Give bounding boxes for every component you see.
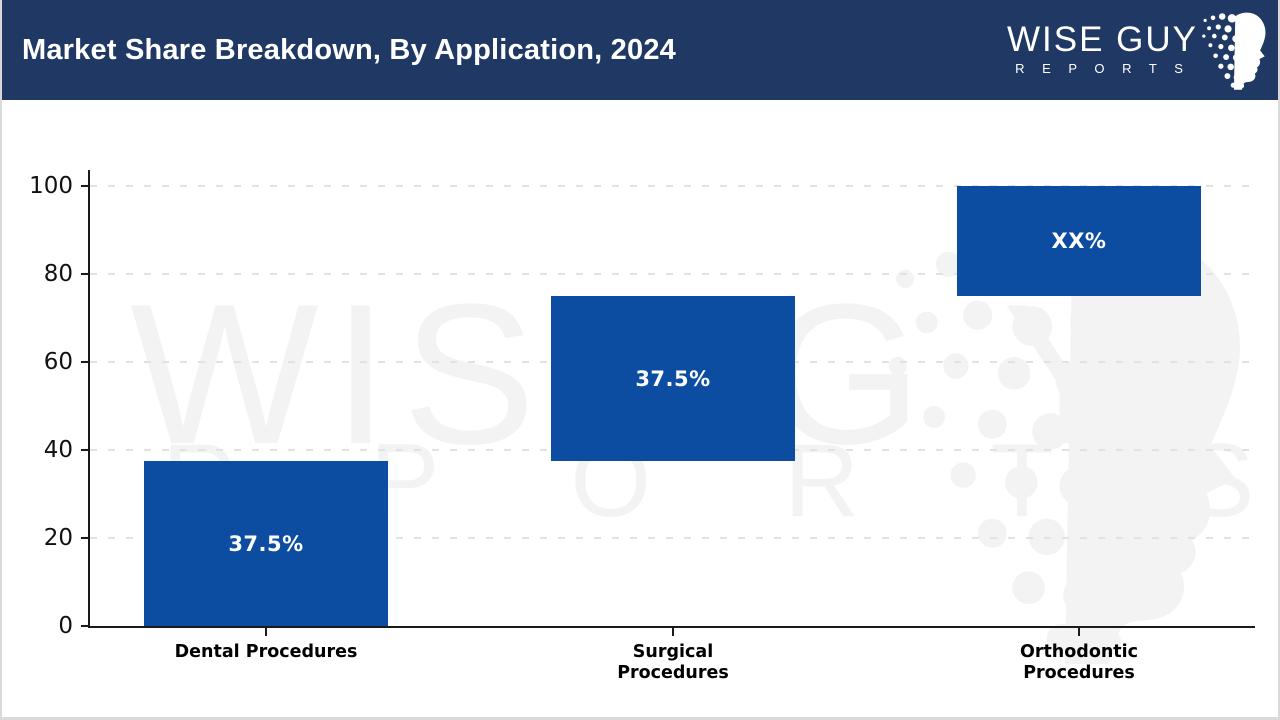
page-title: Market Share Breakdown, By Application, …	[22, 33, 676, 66]
y-tick-60	[81, 361, 90, 363]
x-tick-1	[265, 628, 267, 636]
brand-logo: WISE GUY R E P O R T S	[1007, 11, 1268, 90]
y-tick-80	[81, 273, 90, 275]
category-label-line: Dental Procedures	[174, 642, 358, 662]
y-tick-label-80: 80	[43, 261, 73, 287]
bar-2: 37.5%	[551, 296, 795, 461]
brand-wordmark: WISE GUY	[1006, 20, 1198, 59]
category-label-2: Surgical Procedures	[513, 642, 833, 684]
bar-1: 37.5%	[144, 461, 388, 626]
x-tick-3	[1078, 628, 1080, 636]
category-label-line: Procedures	[1023, 663, 1135, 683]
y-tick-0	[81, 625, 90, 627]
gridline-20	[90, 537, 1255, 539]
chart-canvas: WISE G Y R P O R T S 02040608010037.5%De…	[2, 100, 1278, 717]
y-tick-20	[81, 537, 90, 539]
category-label-line: Surgical	[632, 642, 714, 662]
brand-text: WISE GUY R E P O R T S	[1007, 22, 1198, 78]
y-tick-label-60: 60	[43, 349, 73, 375]
category-label-line: Orthodontic	[1019, 642, 1139, 662]
y-tick-label-20: 20	[43, 525, 73, 551]
category-label-3: Orthodontic Procedures	[919, 642, 1239, 684]
y-tick-label-0: 0	[58, 613, 73, 639]
brand-subtitle: R E P O R T S	[1015, 61, 1190, 76]
y-tick-100	[81, 185, 90, 187]
x-tick-2	[672, 628, 674, 636]
y-tick-label-40: 40	[43, 437, 73, 463]
y-axis	[88, 170, 90, 628]
x-axis	[88, 626, 1255, 628]
header: Market Share Breakdown, By Application, …	[2, 0, 1278, 100]
category-label-1: Dental Procedures	[106, 642, 426, 663]
gridline-80	[90, 273, 1255, 275]
bar-3: XX%	[957, 186, 1201, 296]
y-tick-label-100: 100	[29, 173, 73, 199]
gridline-100	[90, 185, 1255, 187]
y-tick-40	[81, 449, 90, 451]
category-label-line: Procedures	[617, 663, 729, 683]
bar-value-label: 37.5%	[635, 366, 711, 391]
bar-value-label: 37.5%	[228, 531, 304, 556]
bar-value-label: XX%	[1051, 229, 1107, 253]
brand-face-icon	[1202, 12, 1266, 90]
